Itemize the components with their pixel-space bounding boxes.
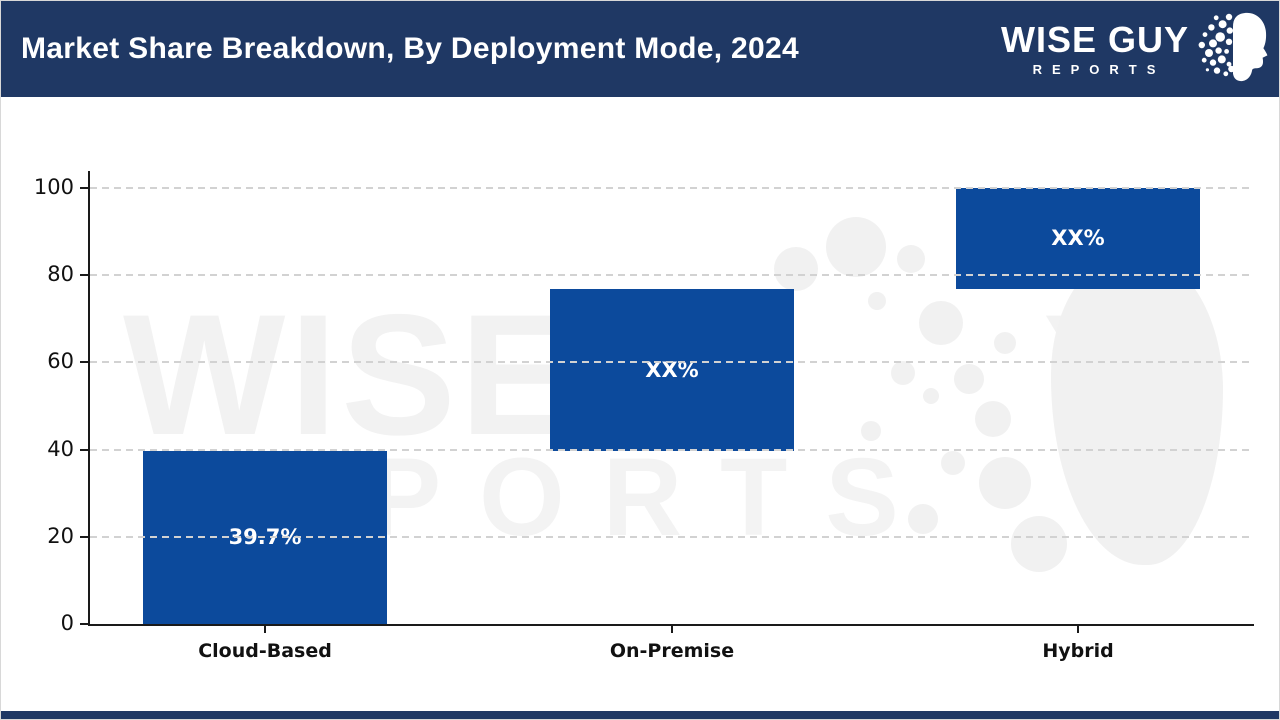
header-bar: Market Share Breakdown, By Deployment Mo… [1,1,1279,97]
page-title: Market Share Breakdown, By Deployment Mo… [21,32,799,65]
footer-bar [1,711,1279,719]
x-tick-hybrid [1077,624,1079,633]
y-tick-label-40: 40 [47,436,74,461]
y-tick-label-100: 100 [33,175,74,199]
y-tick-label-80: 80 [47,262,74,287]
y-tick-20 [80,535,88,538]
x-category-label: Hybrid [1042,640,1114,662]
gridline-80 [90,274,1253,277]
y-tick-label-20: 20 [47,523,74,548]
brand-wordmark-sub: REPORTS [1032,61,1166,77]
x-tick-cloud-based [264,624,266,633]
x-tick-on-premise [671,624,673,633]
gridline-40 [90,448,1253,451]
y-tick-60 [80,361,88,364]
y-axis-line [88,171,90,626]
brand-wordmark-main: WISE GUY [1000,18,1189,60]
y-tick-40 [80,448,88,451]
x-category-label: On-Premise [609,640,735,662]
brand-logo: WISE GUY REPORTS [1001,5,1273,93]
y-tick-100 [80,187,88,189]
x-category-label: Cloud-Based [198,640,332,662]
y-tick-0 [80,623,88,625]
bar-on-premise: XX% [550,288,794,451]
bar-value-label: XX% [1051,226,1105,251]
watermark-head-shape [1051,253,1223,565]
gridline-100 [90,187,1253,189]
bar-hybrid: XX% [956,188,1200,289]
y-tick-label-60: 60 [47,349,74,374]
gridline-60 [90,361,1253,364]
y-tick-80 [80,274,88,277]
y-tick-label-0: 0 [60,611,74,635]
gridline-20 [90,535,1253,538]
brand-wordmark: WISE GUY REPORTS [1000,18,1189,77]
dotted-head-profile-icon [1198,12,1268,82]
